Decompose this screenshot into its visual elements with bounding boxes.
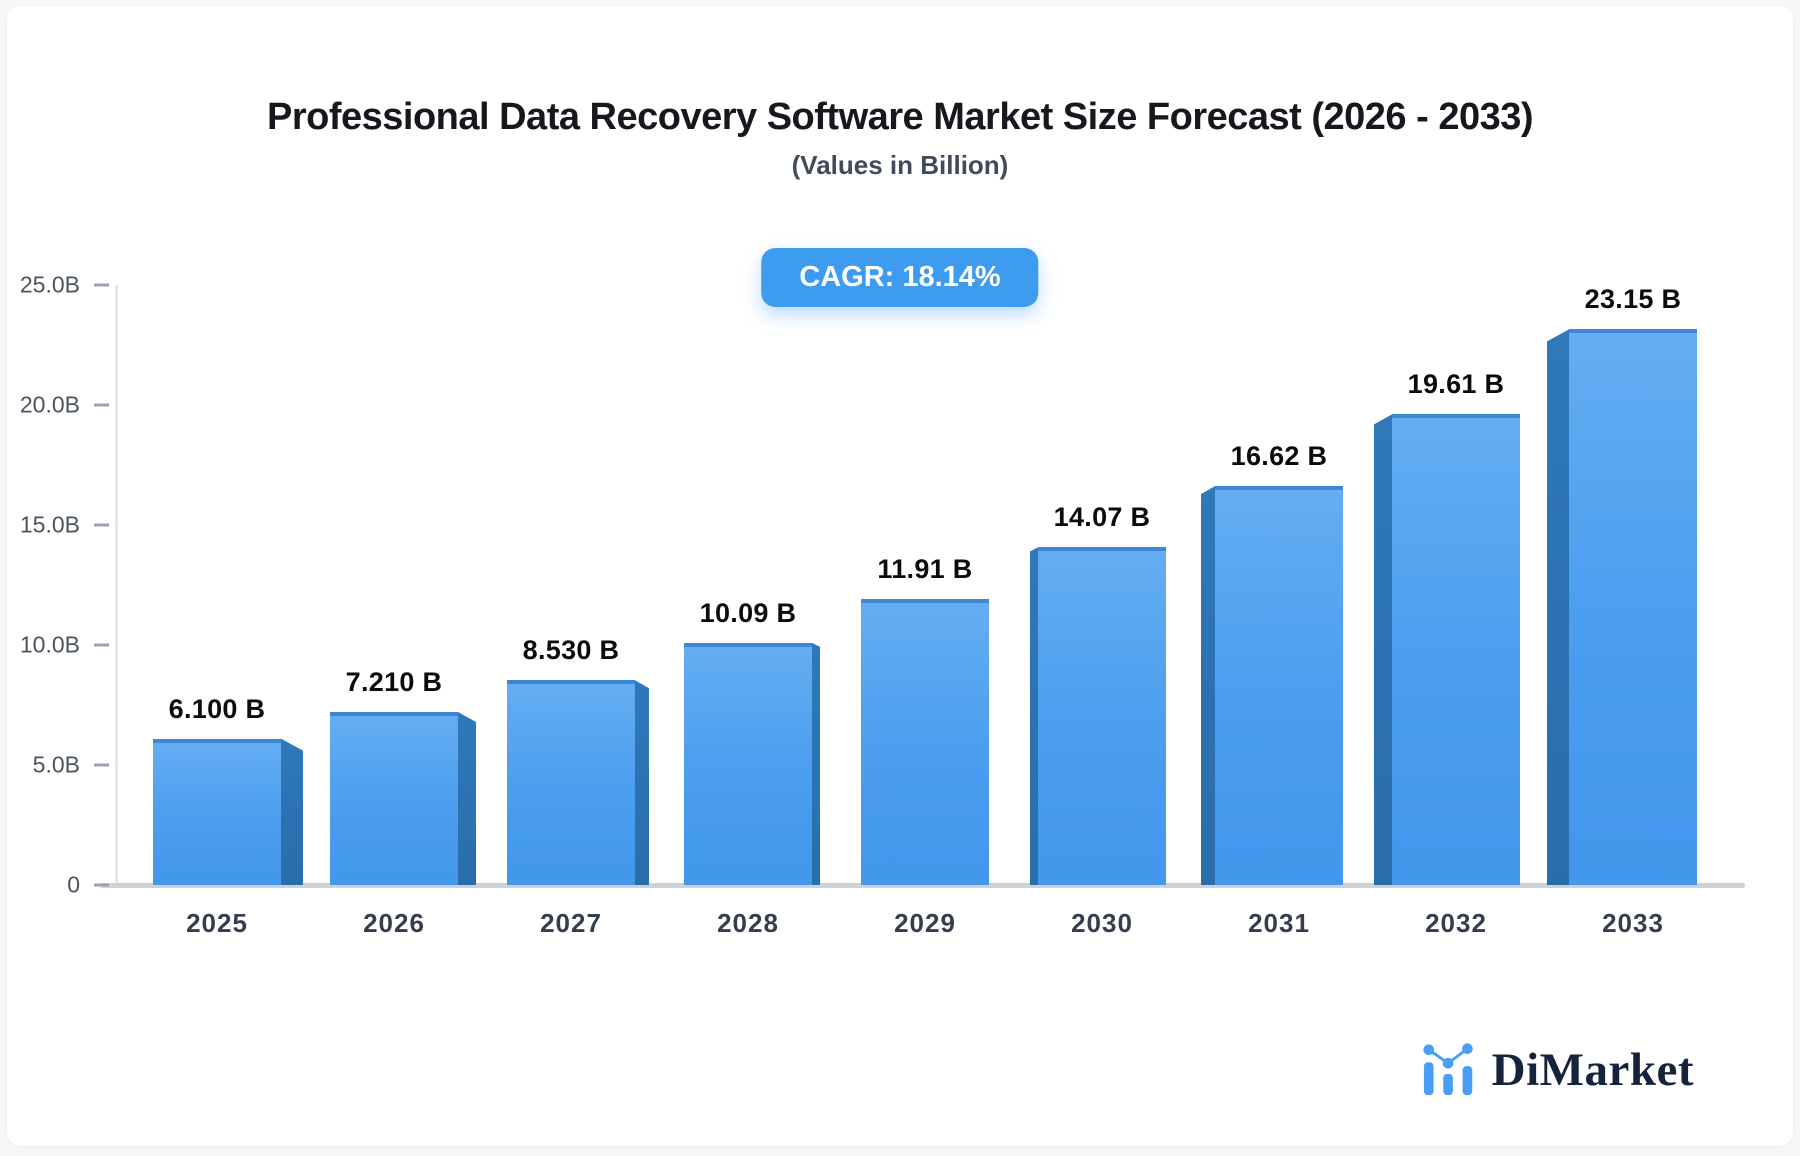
y-axis-line bbox=[115, 285, 118, 885]
x-axis-label-2027: 2027 bbox=[540, 908, 602, 938]
x-axis-label-2028: 2028 bbox=[717, 908, 779, 938]
bar-2027 bbox=[507, 680, 635, 885]
y-tick-mark bbox=[94, 883, 109, 887]
x-axis-baseline bbox=[100, 883, 1745, 888]
y-tick-mark bbox=[94, 523, 109, 527]
bar-side-2031 bbox=[1201, 486, 1215, 885]
x-axis-label-2030: 2030 bbox=[1071, 908, 1133, 938]
bar-2033 bbox=[1569, 329, 1697, 885]
bar-value-label: 14.07 B bbox=[1053, 502, 1151, 533]
y-tick-label: 20.0B bbox=[19, 391, 80, 418]
bar-side-2026 bbox=[458, 711, 476, 885]
bar-2032 bbox=[1392, 414, 1520, 885]
bar-line-chart-icon bbox=[1423, 1043, 1473, 1096]
y-tick-label-zero: 0 bbox=[67, 871, 80, 898]
x-axis-label-2029: 2029 bbox=[894, 908, 956, 938]
bar-value-label: 23.15 B bbox=[1584, 284, 1682, 315]
bar-side-2030 bbox=[1030, 547, 1038, 885]
bar-2028 bbox=[684, 642, 812, 885]
y-tick-mark bbox=[94, 763, 109, 767]
cagr-badge: CAGR: 18.14% bbox=[761, 248, 1039, 307]
bar-value-label: 7.210 B bbox=[345, 666, 443, 697]
bar-value-label: 16.62 B bbox=[1230, 441, 1328, 472]
bar-2026 bbox=[330, 711, 458, 885]
bar-side-2033 bbox=[1547, 329, 1569, 885]
y-tick-label: 15.0B bbox=[19, 511, 80, 538]
y-tick-mark bbox=[94, 403, 109, 407]
brand-logo: DiMarket bbox=[1421, 1042, 1694, 1098]
bar-2031 bbox=[1215, 486, 1343, 885]
x-axis-label-2026: 2026 bbox=[363, 908, 425, 938]
y-tick-label: 5.0B bbox=[32, 751, 80, 778]
bar-value-label: 6.100 B bbox=[168, 693, 266, 724]
x-axis-label-2033: 2033 bbox=[1602, 908, 1664, 938]
y-tick-label: 10.0B bbox=[19, 631, 80, 658]
bar-2025 bbox=[153, 738, 281, 885]
bar-2029 bbox=[861, 599, 989, 885]
y-tick-label: 25.0B bbox=[19, 271, 80, 298]
chart-subtitle: (Values in Billion) bbox=[791, 150, 1009, 180]
bar-value-label: 8.530 B bbox=[522, 635, 620, 666]
bar-2030 bbox=[1038, 547, 1166, 885]
bar-side-2027 bbox=[635, 680, 649, 885]
y-tick-mark bbox=[94, 283, 109, 287]
x-axis-label-2025: 2025 bbox=[186, 908, 248, 938]
bar-value-label: 19.61 B bbox=[1407, 369, 1505, 400]
bar-side-2025 bbox=[281, 738, 303, 885]
y-tick-mark bbox=[94, 643, 109, 647]
x-axis-label-2032: 2032 bbox=[1425, 908, 1487, 938]
chart-title: Professional Data Recovery Software Mark… bbox=[266, 96, 1534, 138]
bar-value-label: 10.09 B bbox=[699, 597, 797, 628]
x-axis-label-2031: 2031 bbox=[1248, 908, 1310, 938]
bar-side-2032 bbox=[1374, 414, 1392, 885]
bar-value-label: 11.91 B bbox=[877, 554, 973, 585]
brand-name: DiMarket bbox=[1491, 1044, 1694, 1096]
bar-side-2028 bbox=[812, 642, 820, 885]
